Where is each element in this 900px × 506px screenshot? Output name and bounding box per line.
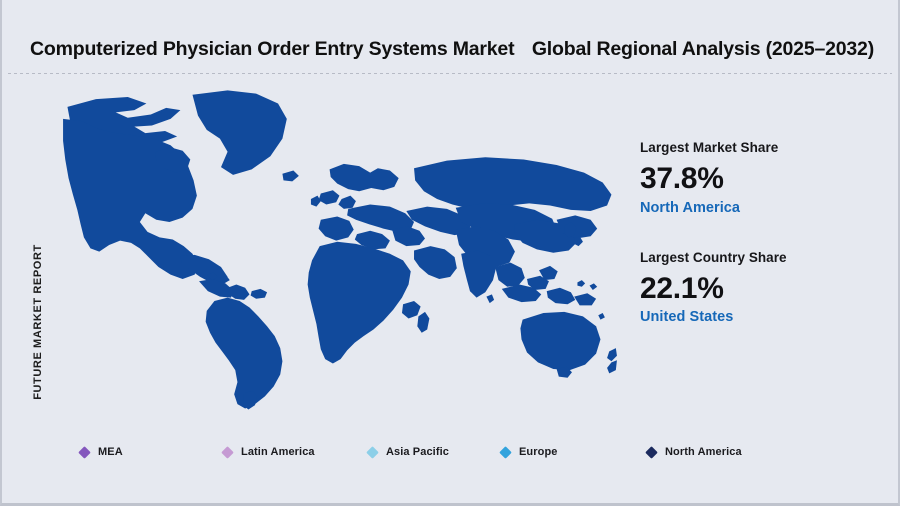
stat-caption: Largest Market Share	[640, 140, 779, 155]
legend-item-north-america: North America	[645, 445, 742, 459]
world-map-container	[60, 86, 620, 426]
world-map-landmasses	[63, 90, 617, 410]
legend-marker-diamond-icon	[221, 445, 234, 459]
stat-value: 22.1%	[640, 271, 724, 305]
legend-marker-diamond-icon	[499, 445, 512, 459]
legend-label: North America	[665, 446, 742, 458]
map-legend: MEA Latin America Asia Pacific Europe No…	[78, 445, 800, 459]
brand-watermark: FUTURE MARKET REPORT	[29, 232, 47, 412]
legend-label: Europe	[519, 446, 558, 458]
title-stack: Computerized Physician Order Entry Syste…	[2, 34, 898, 64]
legend-label: Latin America	[241, 446, 315, 458]
legend-item-asia-pacific: Asia Pacific	[366, 445, 501, 459]
stat-region: North America	[640, 199, 741, 216]
legend-item-latin-america: Latin America	[221, 445, 368, 459]
page-title-primary: Computerized Physician Order Entry Syste…	[30, 38, 515, 60]
stat-value: 37.8%	[640, 162, 724, 195]
legend-marker-diamond-icon	[366, 445, 379, 459]
page-title-secondary: Global Regional Analysis (2025–2032)	[531, 38, 874, 60]
stat-block-market-share: Largest Market Share 37.8% North America	[640, 140, 880, 216]
legend-marker-diamond-icon	[645, 445, 658, 459]
legend-item-europe: Europe	[499, 445, 647, 459]
brand-watermark-label: FUTURE MARKET REPORT	[32, 244, 45, 400]
legend-label: Asia Pacific	[386, 446, 449, 458]
legend-item-mea: MEA	[78, 445, 223, 459]
title-divider	[8, 73, 892, 74]
stat-block-country-share: Largest Country Share 22.1% United State…	[640, 250, 880, 326]
stats-panel: Largest Market Share 37.8% North America…	[640, 140, 880, 359]
world-map	[63, 90, 617, 410]
stat-region: United States	[640, 309, 734, 326]
legend-label: MEA	[98, 446, 123, 458]
legend-marker-diamond-icon	[78, 445, 91, 459]
stat-caption: Largest Country Share	[640, 249, 787, 265]
title-band: Computerized Physician Order Entry Syste…	[2, 0, 898, 74]
